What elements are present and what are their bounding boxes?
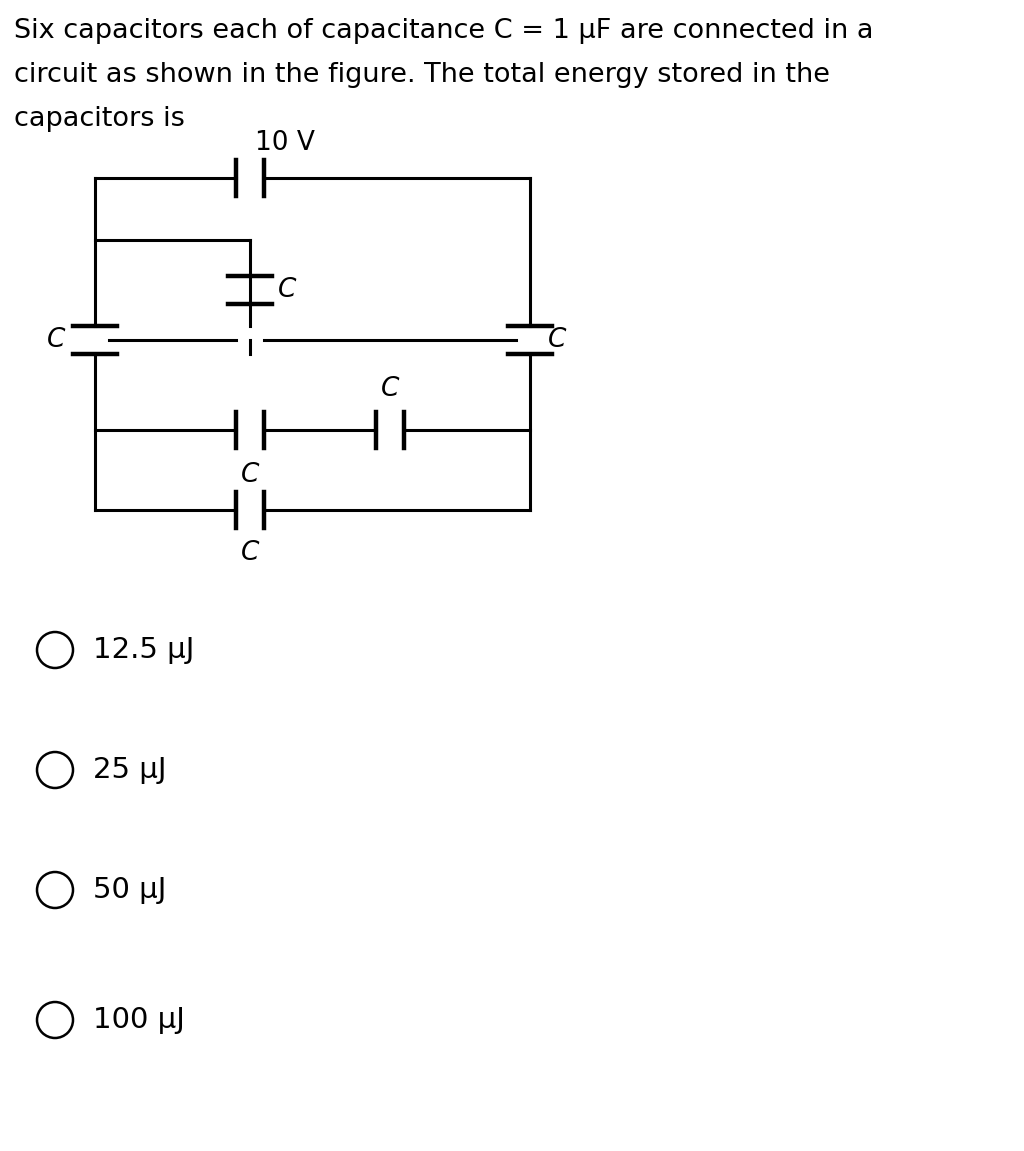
Text: Six capacitors each of capacitance C = 1 μF are connected in a: Six capacitors each of capacitance C = 1… (14, 18, 873, 44)
Text: C: C (47, 327, 65, 353)
Text: 50 μJ: 50 μJ (93, 876, 166, 904)
Text: 10 V: 10 V (255, 130, 314, 157)
Text: 25 μJ: 25 μJ (93, 756, 167, 784)
Text: C: C (548, 327, 566, 353)
Text: C: C (278, 277, 296, 303)
Text: 100 μJ: 100 μJ (93, 1006, 185, 1034)
Text: C: C (381, 376, 399, 402)
Text: circuit as shown in the figure. The total energy stored in the: circuit as shown in the figure. The tota… (14, 62, 830, 87)
Text: capacitors is: capacitors is (14, 106, 185, 132)
Text: C: C (241, 540, 259, 566)
Text: C: C (241, 462, 259, 488)
Text: 12.5 μJ: 12.5 μJ (93, 637, 195, 664)
